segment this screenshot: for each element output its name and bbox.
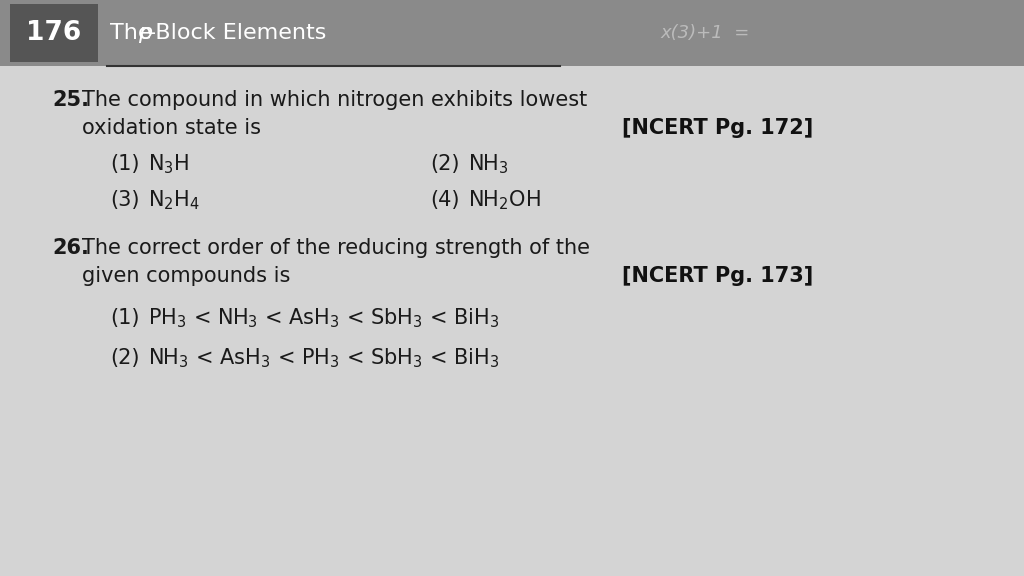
FancyBboxPatch shape [0,0,1024,66]
Text: (1): (1) [110,308,139,328]
Text: x(3)+1  =: x(3)+1 = [660,24,750,42]
Text: The correct order of the reducing strength of the: The correct order of the reducing streng… [82,238,590,258]
Text: N$_2$H$_4$: N$_2$H$_4$ [148,188,200,212]
Text: [NCERT Pg. 173]: [NCERT Pg. 173] [622,266,813,286]
Text: NH$_3$: NH$_3$ [468,152,509,176]
Text: (3): (3) [110,190,139,210]
Text: NH$_3$ < AsH$_3$ < PH$_3$ < SbH$_3$ < BiH$_3$: NH$_3$ < AsH$_3$ < PH$_3$ < SbH$_3$ < Bi… [148,346,500,370]
Text: 25.: 25. [52,90,89,110]
Text: (2): (2) [430,154,460,174]
Text: The: The [110,23,159,43]
Text: PH$_3$ < NH$_3$ < AsH$_3$ < SbH$_3$ < BiH$_3$: PH$_3$ < NH$_3$ < AsH$_3$ < SbH$_3$ < Bi… [148,306,500,330]
Text: (1): (1) [110,154,139,174]
Text: p: p [138,23,153,43]
Text: The compound in which nitrogen exhibits lowest: The compound in which nitrogen exhibits … [82,90,587,110]
Text: -Block Elements: -Block Elements [148,23,327,43]
Text: 176: 176 [27,20,82,46]
Text: NH$_2$OH: NH$_2$OH [468,188,541,212]
Text: oxidation state is: oxidation state is [82,118,261,138]
Text: [NCERT Pg. 172]: [NCERT Pg. 172] [622,118,813,138]
Text: (4): (4) [430,190,460,210]
Text: (2): (2) [110,348,139,368]
Text: given compounds is: given compounds is [82,266,291,286]
Text: 26.: 26. [52,238,89,258]
Text: N$_3$H: N$_3$H [148,152,189,176]
FancyBboxPatch shape [10,4,98,62]
